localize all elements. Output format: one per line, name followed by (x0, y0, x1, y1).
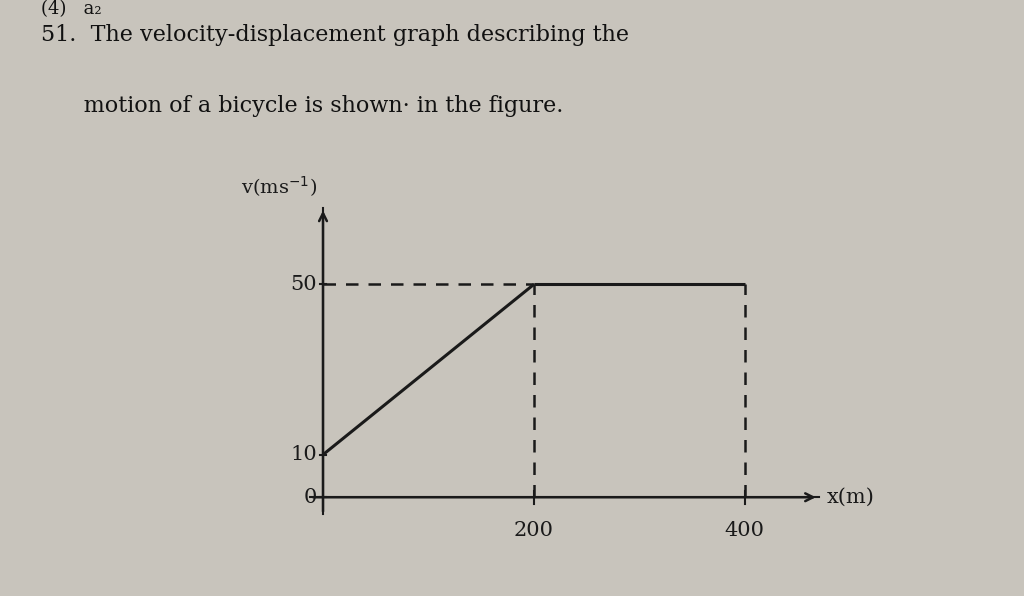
Text: 400: 400 (725, 521, 765, 539)
Text: 0: 0 (303, 488, 316, 507)
Text: 51.  The velocity-displacement graph describing the: 51. The velocity-displacement graph desc… (41, 24, 629, 46)
Text: x(m): x(m) (827, 488, 874, 507)
Text: (4)   a₂: (4) a₂ (41, 0, 101, 18)
Text: motion of a bicycle is shown· in the figure.: motion of a bicycle is shown· in the fig… (41, 95, 563, 117)
Text: 200: 200 (514, 521, 554, 539)
Text: 50: 50 (290, 275, 316, 294)
Text: 10: 10 (290, 445, 316, 464)
Text: v(ms$^{-1}$): v(ms$^{-1}$) (241, 175, 316, 199)
